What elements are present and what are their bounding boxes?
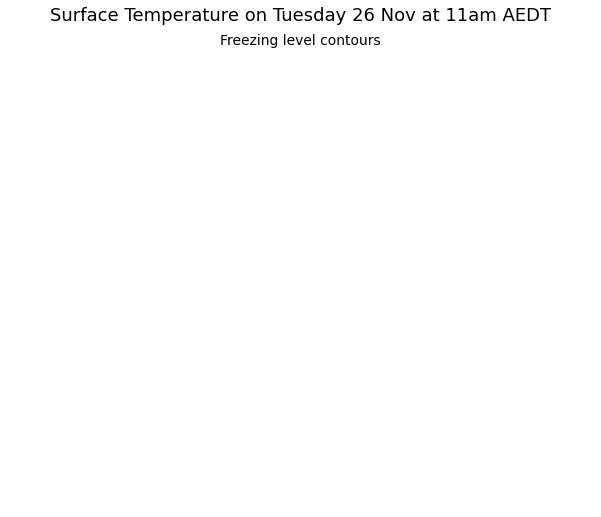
Text: Freezing level contours: Freezing level contours: [220, 34, 381, 49]
Text: Surface Temperature on Tuesday 26 Nov at 11am AEDT: Surface Temperature on Tuesday 26 Nov at…: [50, 7, 551, 24]
